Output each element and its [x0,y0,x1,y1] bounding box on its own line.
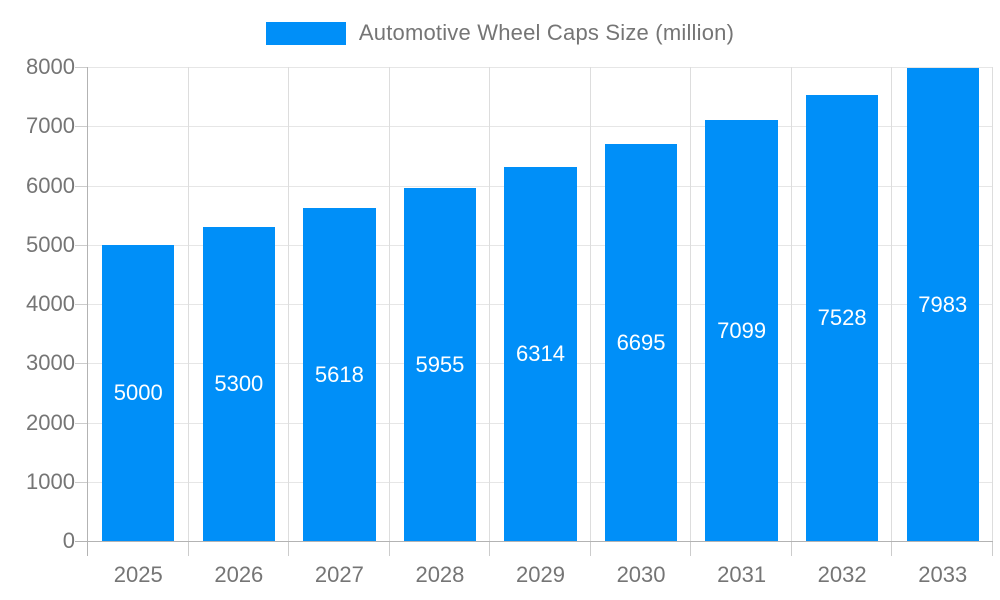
gridline [891,67,893,541]
bar-value-label: 5000 [113,379,163,405]
bar-2025[interactable]: 5000 [102,244,175,541]
y-axis-tick [75,185,88,187]
legend-swatch [265,21,346,45]
bar-value-label: 5955 [415,351,465,377]
y-axis-tick [75,67,88,68]
bar-value-label: 7983 [918,291,968,317]
legend-label: Automotive Wheel Caps Size (million) [358,20,735,45]
x-axis-tick-label: 2032 [817,562,867,587]
bar-value-label: 7099 [717,317,767,343]
bar-2029[interactable]: 6314 [504,166,577,541]
x-axis-tick [288,541,290,556]
y-axis-tick-label: 6000 [26,172,75,198]
bar-2027[interactable]: 5618 [303,208,376,541]
plot-area: 5000 5300 5618 5955 6314 6695 7099 7528 7983 [88,67,993,541]
y-axis-tick [75,244,88,246]
x-axis-tick-label: 2031 [717,562,767,587]
bar-2030[interactable]: 6695 [604,144,678,541]
x-axis-tick [992,541,993,556]
gridline [88,67,993,68]
gridline [790,67,792,541]
y-axis-tick-label: 7000 [26,113,75,139]
y-axis-tick [75,422,88,424]
x-axis-tick-label: 2030 [616,562,666,587]
gridline [589,67,591,541]
gridline [489,67,491,541]
bar-value-label: 5300 [214,370,264,396]
y-axis-tick-label: 1000 [26,468,75,494]
gridline [187,67,189,541]
legend[interactable]: Automotive Wheel Caps Size (million) [0,20,1000,46]
x-axis-tick-label: 2027 [314,562,364,587]
bar-2026[interactable]: 5300 [202,226,276,541]
x-axis-tick [388,541,390,556]
bar-value-label: 7528 [817,304,867,330]
x-axis-tick-label: 2025 [113,562,163,587]
y-axis-tick-label: 3000 [26,350,75,376]
x-axis-tick-label: 2029 [516,562,565,587]
y-axis-tick [75,304,88,305]
x-axis-tick-label: 2033 [918,562,968,587]
x-axis-tick [187,541,189,556]
bar-2032[interactable]: 7528 [805,94,879,541]
gridline [388,67,390,541]
y-axis-tick-label: 4000 [26,291,75,316]
bar-2033[interactable]: 7983 [906,68,979,541]
y-axis-tick [75,363,88,365]
bar-value-label: 5618 [314,361,364,387]
x-axis-tick [489,541,491,556]
x-axis-tick [690,541,692,556]
x-axis-tick [790,541,792,556]
x-axis-tick [891,541,893,556]
bar-2031[interactable]: 7099 [705,120,778,541]
gridline [690,67,692,541]
bar-2028[interactable]: 5955 [403,188,477,541]
gridline [288,67,290,541]
y-axis-tick-label: 2000 [26,409,75,435]
y-axis-tick [75,481,88,483]
y-axis-tick-label: 5000 [26,231,75,257]
y-axis-line [87,67,88,556]
y-axis-tick [75,126,88,128]
y-axis-tick-label: 0 [62,528,75,553]
bar-value-label: 6695 [616,329,666,355]
x-axis-tick-label: 2026 [214,562,264,587]
gridline [992,67,993,541]
bar-value-label: 6314 [516,340,565,366]
gridline [88,126,993,128]
y-axis-tick-label: 8000 [26,54,75,79]
x-axis-tick [589,541,591,556]
x-axis-tick-label: 2028 [415,562,465,587]
x-axis-line [75,541,993,542]
